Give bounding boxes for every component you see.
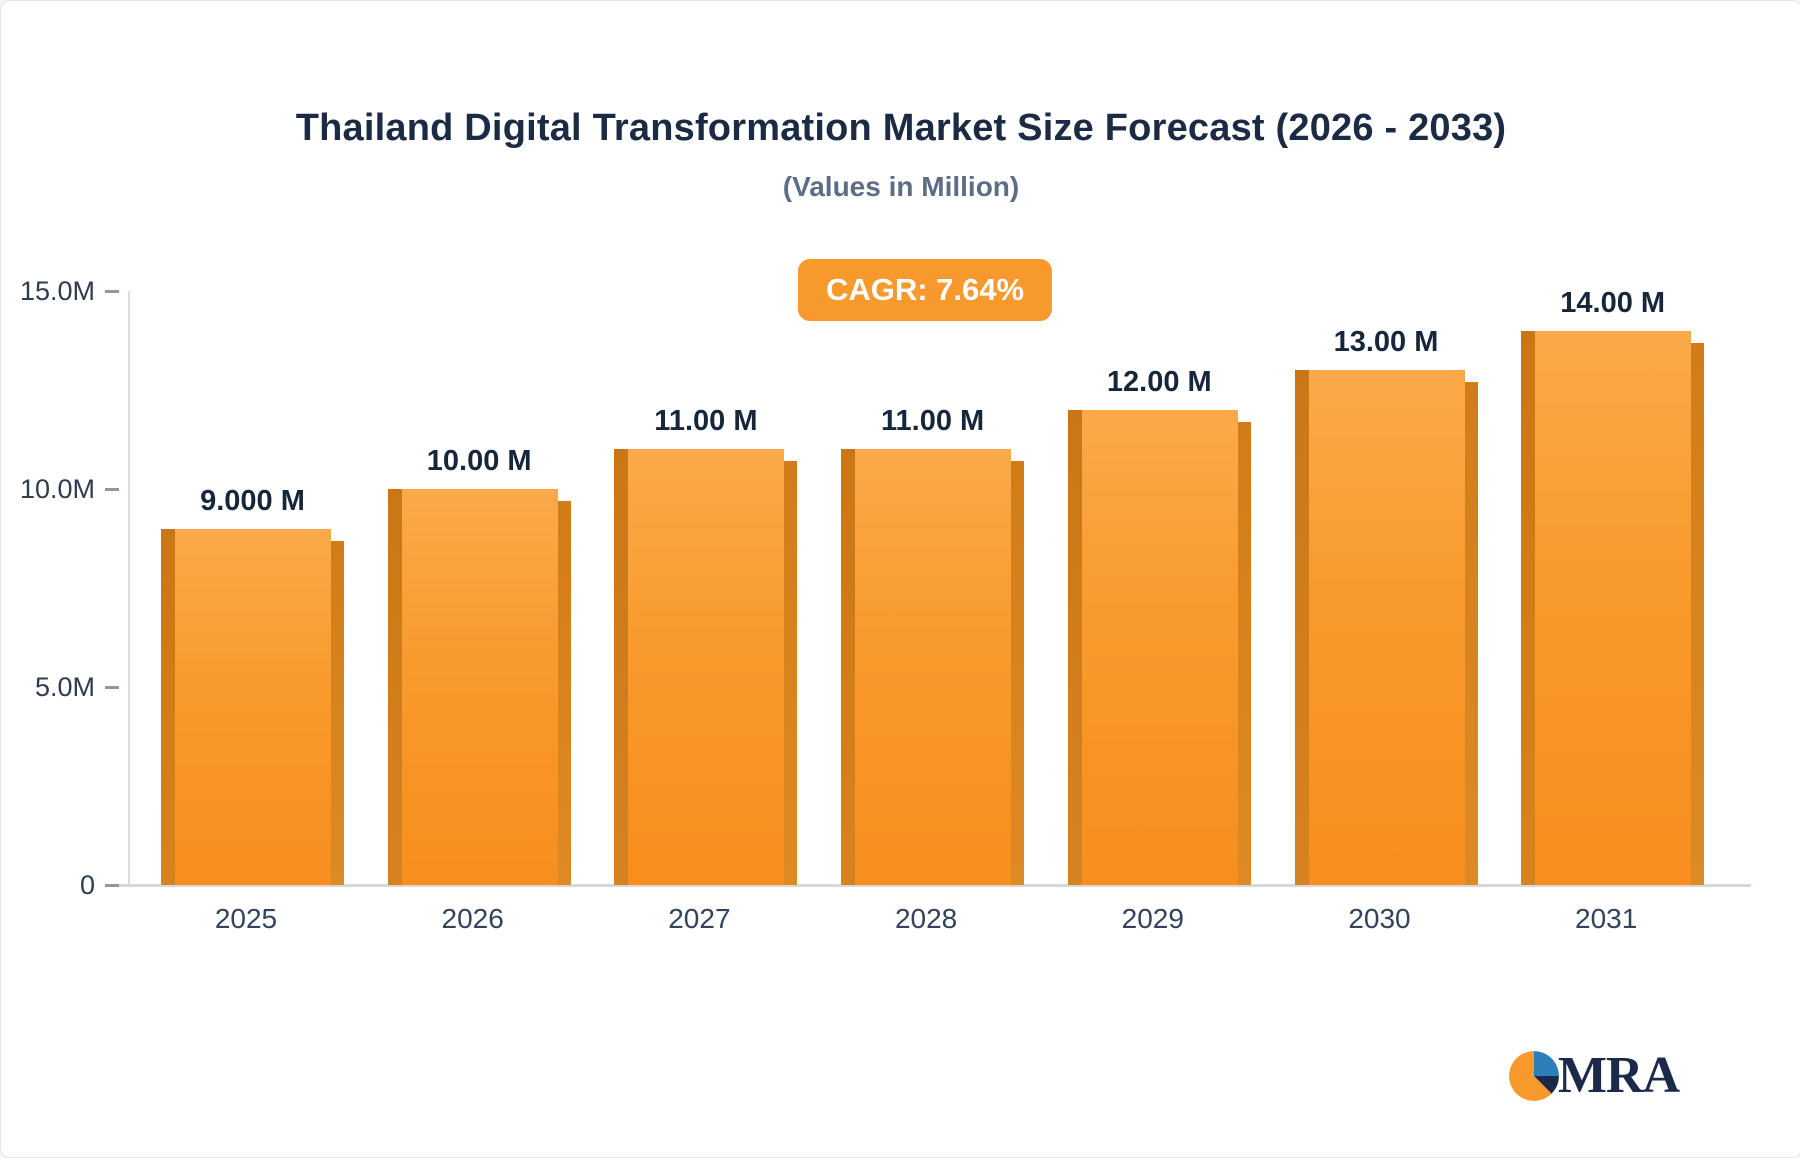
pie-logo-icon [1508, 1050, 1559, 1101]
bar-3d-side [1691, 342, 1705, 885]
bar-2031 [1521, 330, 1692, 886]
x-axis-label: 2027 [668, 903, 731, 934]
chart-title: Thailand Digital Transformation Market S… [295, 107, 1507, 149]
bar-2029 [1067, 409, 1238, 886]
x-axis-line [111, 884, 1751, 887]
y-axis-tick-mark [105, 883, 119, 887]
bar-2025 [161, 528, 331, 886]
bar-3d-side [1011, 461, 1025, 885]
brand-logo: MRA [1506, 1046, 1680, 1105]
bar-value-label: 9.000 M [200, 484, 305, 517]
y-axis-tick-mark [105, 289, 119, 293]
cagr-badge: CAGR: 7.64% [797, 259, 1053, 321]
bar-2030 [1294, 370, 1465, 885]
bar-3d-side [784, 461, 798, 885]
y-axis-tick: 15.0M [15, 274, 119, 308]
y-axis-tick: 0 [15, 868, 119, 902]
y-axis-tick-mark [105, 685, 119, 689]
bar-value-label: 12.00 M [1106, 365, 1212, 398]
x-axis-label: 2026 [441, 903, 504, 934]
x-axis-label: 2025 [214, 903, 278, 934]
bar-3d-side [557, 501, 571, 885]
bar-value-label: 10.00 M [426, 445, 532, 477]
y-axis-line [128, 291, 130, 885]
y-axis-tick-mark [105, 487, 119, 491]
y-axis-tick-label: 10.0M [19, 473, 95, 504]
bar-value-label: 13.00 M [1333, 326, 1439, 359]
y-axis-tick-label: 15.0M [19, 275, 95, 306]
x-axis-label: 2029 [1121, 903, 1184, 934]
y-axis-tick-label: 5.0M [34, 671, 95, 702]
bar-2028 [841, 449, 1012, 885]
logo-text: MRA [1557, 1047, 1680, 1104]
bar-value-label: 11.00 M [881, 405, 985, 438]
y-axis-tick-label: 0 [79, 869, 95, 900]
bar-3d-side [1464, 382, 1478, 885]
bar-2027 [614, 449, 785, 885]
bar-3d-side [1237, 421, 1251, 885]
x-axis-label: 2028 [894, 903, 958, 934]
bar-3d-side [331, 540, 344, 885]
y-axis-tick: 10.0M [15, 472, 119, 506]
x-axis-label: 2031 [1575, 903, 1638, 934]
chart-subtitle: (Values in Million) [782, 171, 1020, 202]
bar-value-label: 11.00 M [654, 405, 758, 438]
bar-value-label: 14.00 M [1560, 286, 1666, 319]
x-axis-label: 2030 [1348, 903, 1411, 934]
y-axis-tick: 5.0M [15, 670, 119, 704]
bar-2026 [387, 489, 558, 885]
